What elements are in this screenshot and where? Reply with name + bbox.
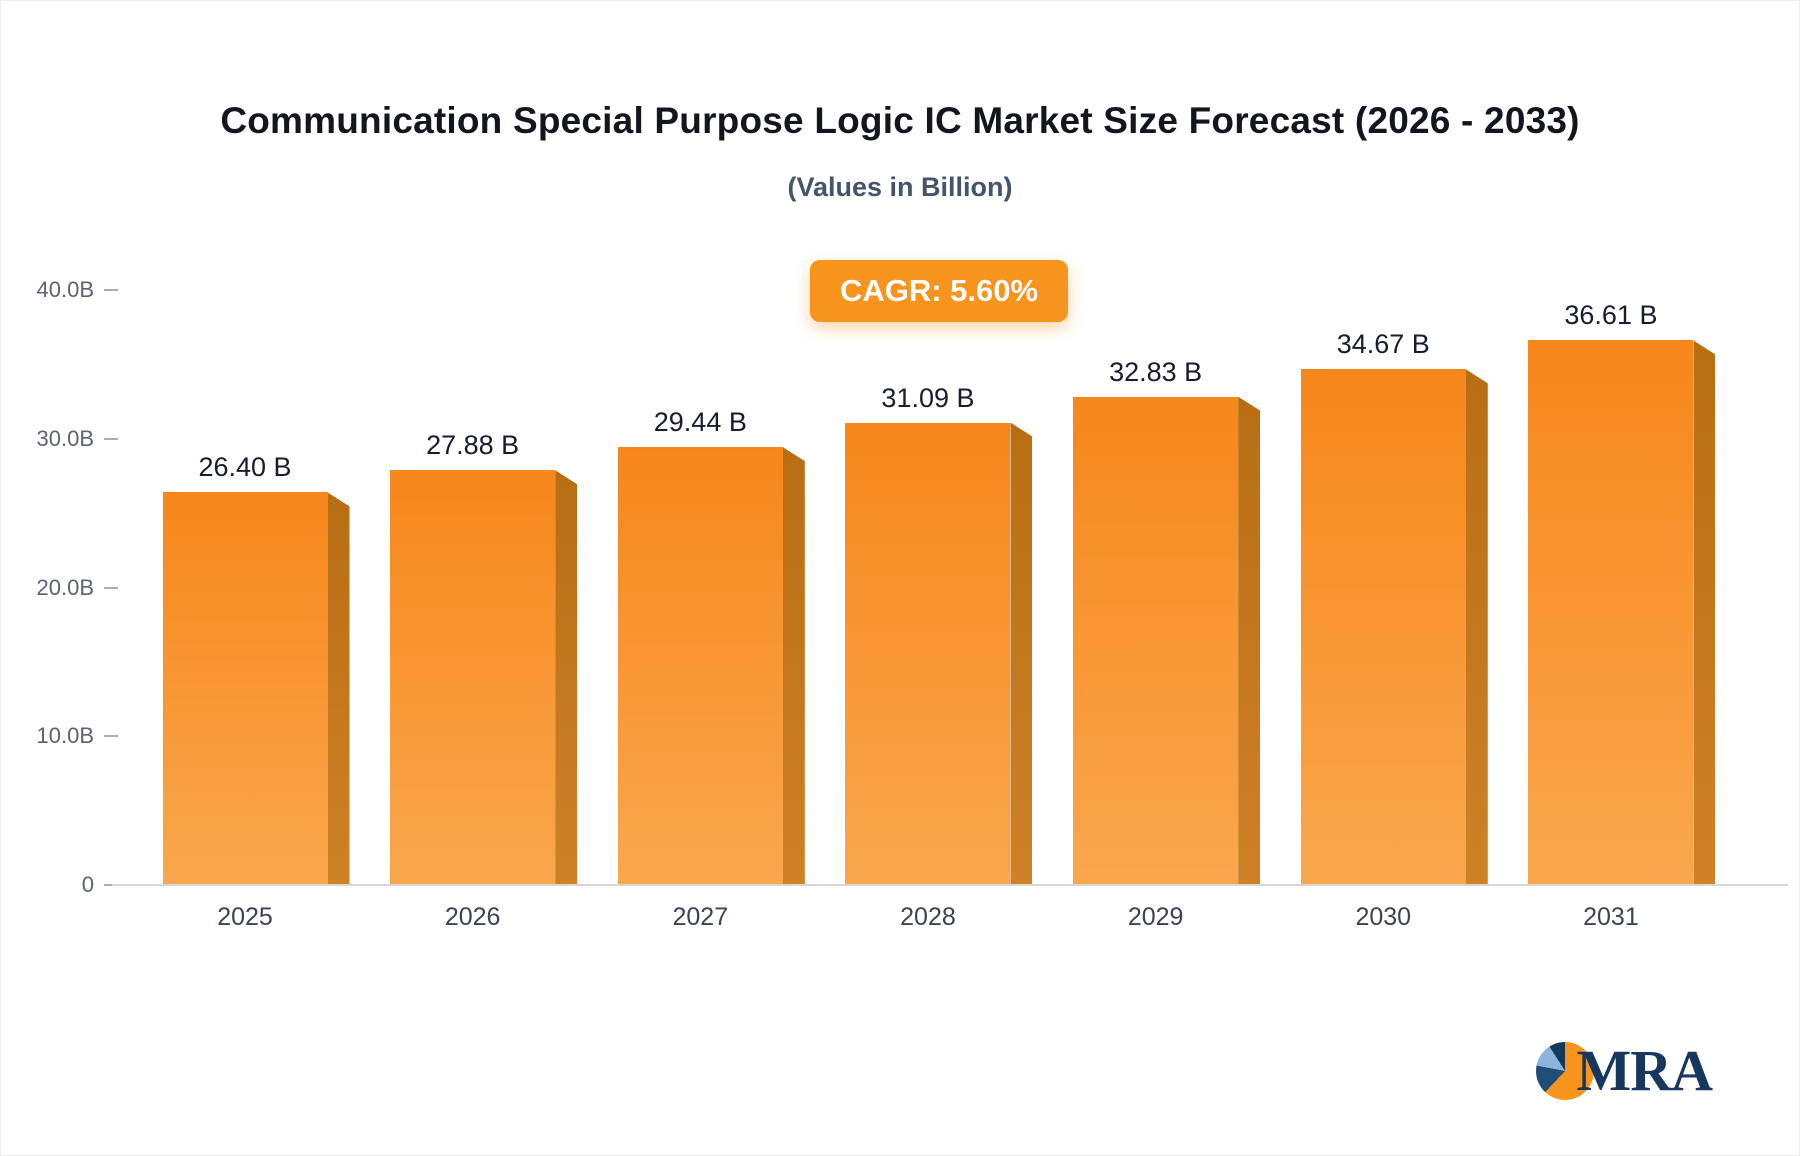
bar-group: 36.61 B xyxy=(1516,300,1706,885)
bar-face xyxy=(1073,396,1239,885)
bars: 26.40 B 27.88 B 29.44 B 31.09 B 32.83 B 34.67… xyxy=(128,290,1728,885)
bar-face xyxy=(845,422,1011,885)
y-tick: 10.0B xyxy=(0,721,118,751)
bar-group: 27.88 B xyxy=(378,430,568,885)
bar-value-label: 36.61 B xyxy=(1564,300,1658,331)
x-axis-label: 2025 xyxy=(217,903,273,931)
bar-group: 29.44 B xyxy=(605,407,795,885)
y-tick-label: 0 xyxy=(81,872,94,897)
bar-face xyxy=(1300,369,1466,885)
bar-value-label: 26.40 B xyxy=(198,452,292,483)
y-tick: 0 xyxy=(0,870,118,900)
chart-title: Communication Special Purpose Logic IC M… xyxy=(220,100,1580,141)
y-tick: 40.0B xyxy=(0,275,118,305)
x-axis-line xyxy=(112,884,1788,886)
bar-face xyxy=(390,470,556,885)
chart-subtitle: (Values in Billion) xyxy=(787,172,1013,202)
bar-value-label: 27.88 B xyxy=(426,430,520,461)
bar xyxy=(162,492,328,885)
bar-face xyxy=(617,447,783,885)
y-tick-label: 40.0B xyxy=(36,277,95,302)
bar-value-label: 32.83 B xyxy=(1109,356,1203,387)
bar-group: 31.09 B xyxy=(833,383,1023,885)
cagr-badge: CAGR: 5.60% xyxy=(809,260,1069,322)
y-tick: 20.0B xyxy=(0,573,118,603)
mra-logo-text: MRA xyxy=(1576,1038,1713,1103)
bar-group: 32.83 B xyxy=(1061,357,1251,885)
bar-value-label: 31.09 B xyxy=(881,382,975,413)
x-axis-label: 2029 xyxy=(1127,903,1184,931)
y-tick-label: 30.0B xyxy=(36,425,95,451)
bar-group: 34.67 B xyxy=(1288,329,1478,885)
mra-logo-icon xyxy=(1536,1042,1595,1100)
bar-face xyxy=(162,492,328,885)
bar xyxy=(1300,369,1466,885)
x-axis-label: 2028 xyxy=(900,903,956,931)
x-axis-label: 2027 xyxy=(672,903,729,931)
y-tick-label: 20.0B xyxy=(36,574,95,600)
x-axis-label: 2026 xyxy=(444,903,501,931)
y-tick: 30.0B xyxy=(0,424,118,454)
y-axis: 40.0B 30.0B 20.0B 10.0B 0 xyxy=(0,0,130,1156)
y-tick-label: 10.0B xyxy=(36,723,95,749)
plot-area: 26.40 B 27.88 B 29.44 B 31.09 B 32.83 B 34.67… xyxy=(128,290,1728,885)
x-axis-labels: 2025 2026 2027 2028 2029 2030 2031 xyxy=(128,903,1728,932)
bar-face xyxy=(1528,340,1694,885)
bar-group: 26.40 B xyxy=(150,452,340,885)
x-axis-label: 2030 xyxy=(1355,903,1412,931)
bar xyxy=(1528,340,1694,885)
mra-logo: MRA xyxy=(1536,1038,1713,1103)
y-tick-mark xyxy=(104,735,118,738)
y-tick-mark xyxy=(104,884,118,886)
bar-value-label: 29.44 B xyxy=(653,407,747,438)
bar xyxy=(1073,396,1239,885)
y-tick-mark xyxy=(104,586,118,589)
y-tick-mark xyxy=(104,289,118,291)
bar-value-label: 34.67 B xyxy=(1336,329,1430,360)
bar xyxy=(845,422,1011,885)
bar xyxy=(390,470,556,885)
x-axis-label: 2031 xyxy=(1583,903,1639,931)
bar xyxy=(617,447,783,885)
y-tick-mark xyxy=(104,437,118,440)
